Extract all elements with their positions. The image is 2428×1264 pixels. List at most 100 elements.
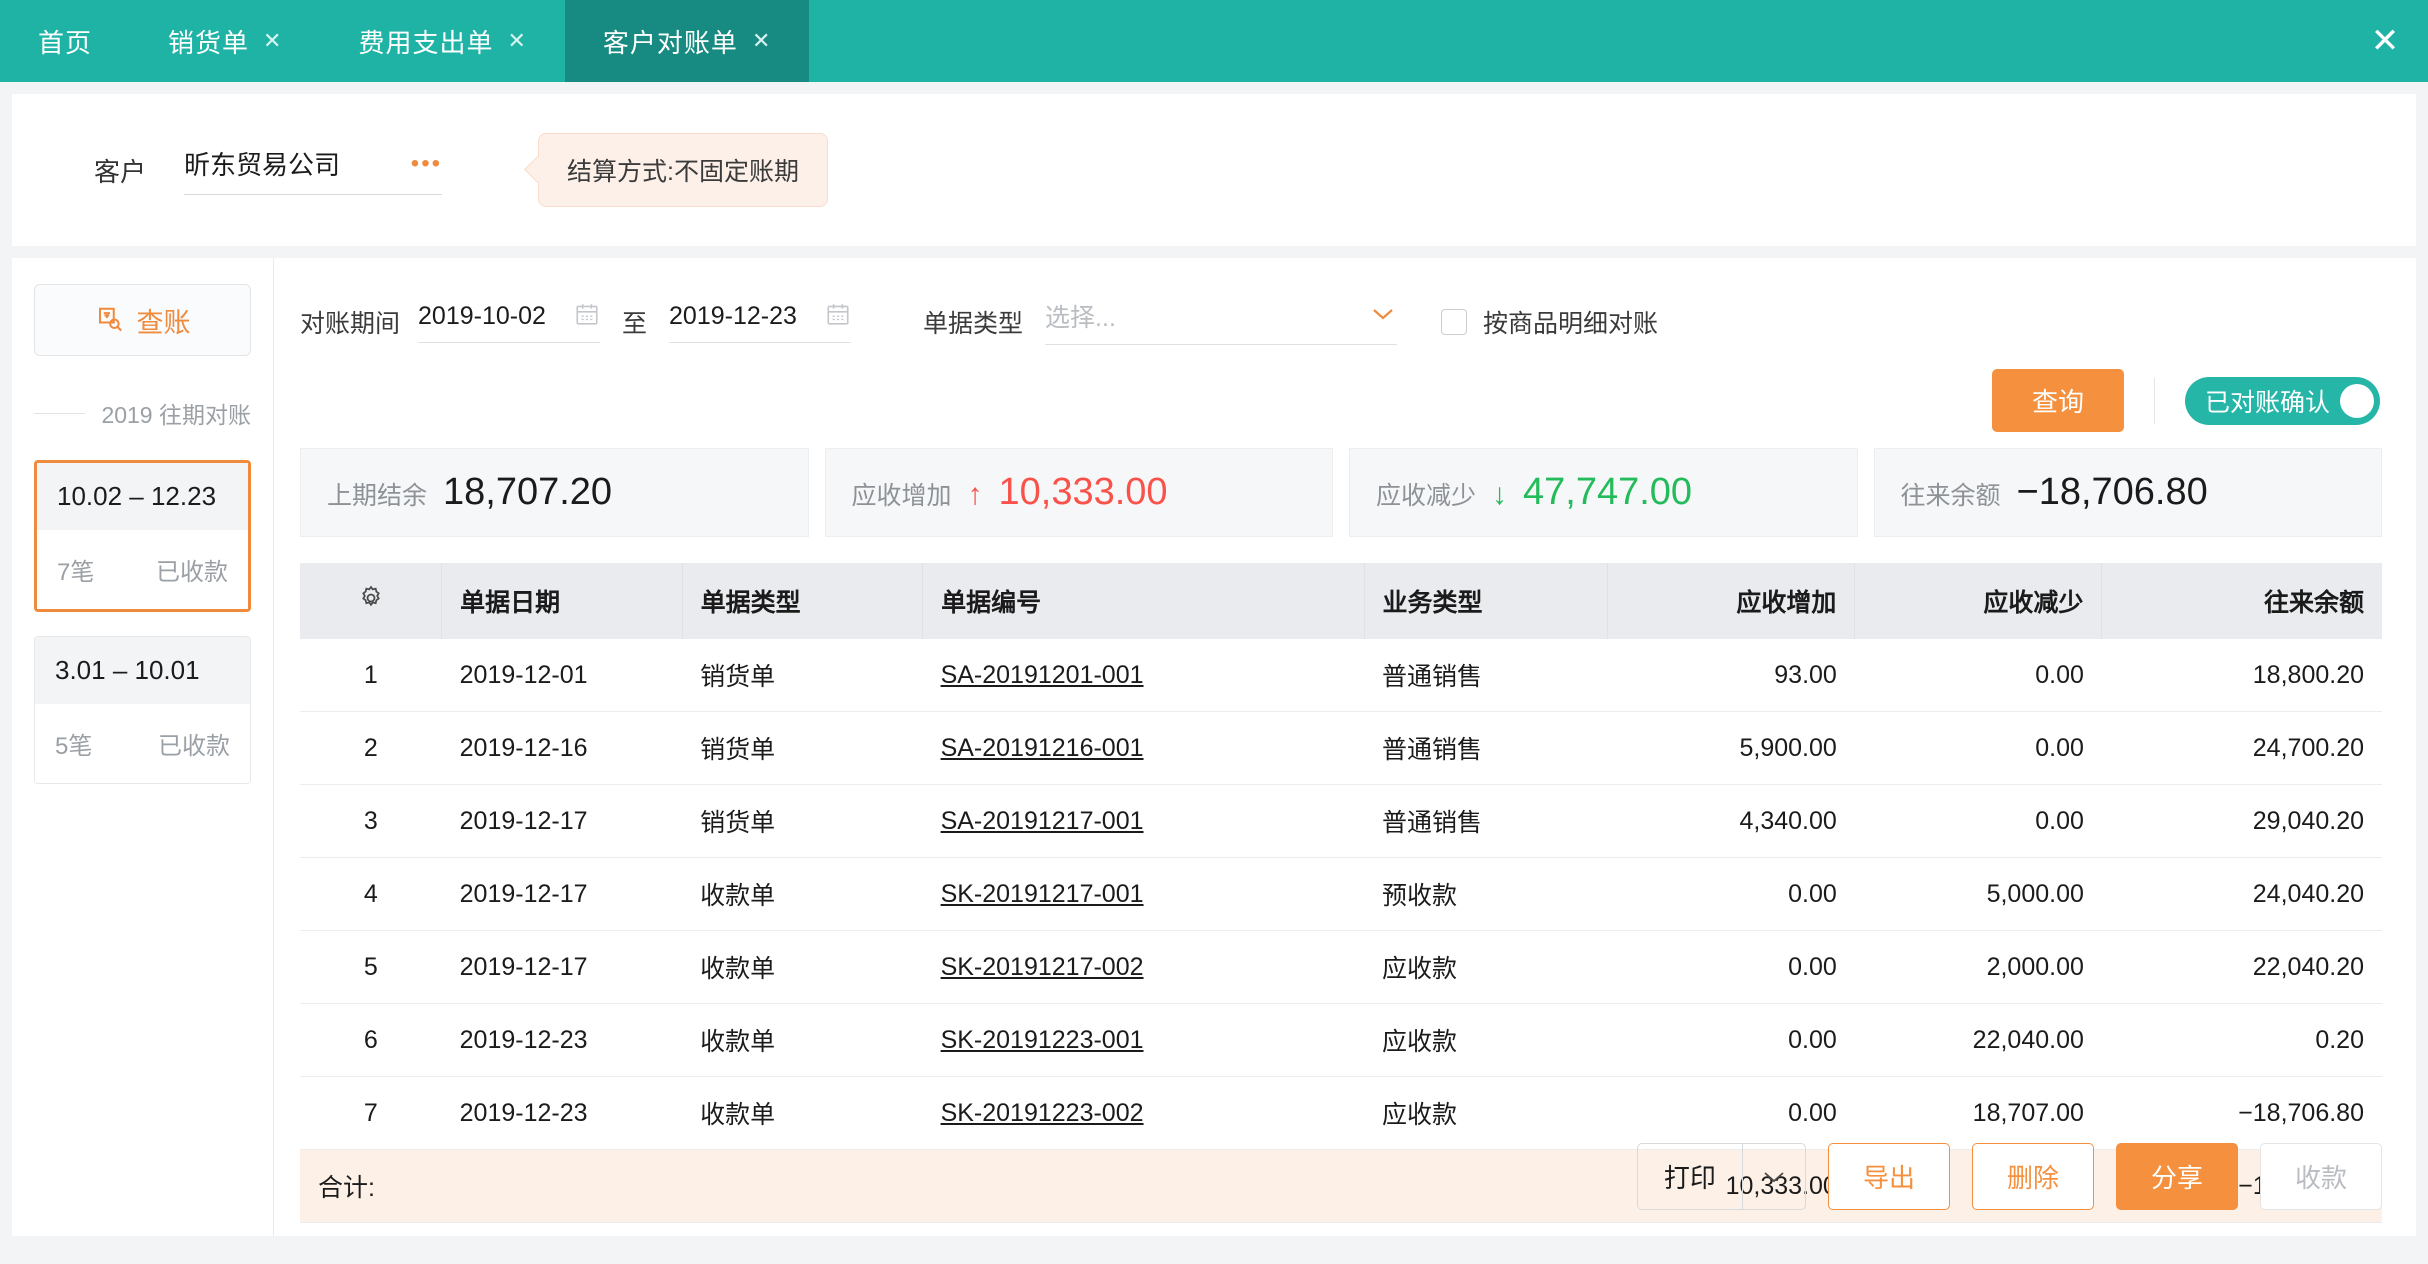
chevron-down-icon[interactable] xyxy=(1369,303,1397,329)
summary-label: 往来余额 xyxy=(1900,482,2001,510)
share-button[interactable]: 分享 xyxy=(2115,1143,2238,1210)
period-card-current[interactable]: 10.02 – 12.23 7笔 已收款 xyxy=(34,460,251,612)
period-status: 已收款 xyxy=(156,559,228,586)
period-status: 已收款 xyxy=(158,733,230,760)
reconciled-confirm-toggle[interactable]: 已对账确认 xyxy=(2184,376,2380,425)
export-button[interactable]: 导出 xyxy=(1827,1143,1950,1210)
row-doc-no[interactable]: SA-20191217-001 xyxy=(922,784,1364,858)
table-row[interactable]: 3 2019-12-17 销货单 SA-20191217-001 普通销售 4,… xyxy=(300,784,2382,858)
reconciled-confirm-label: 已对账确认 xyxy=(2204,388,2330,417)
row-doc-no[interactable]: SA-20191216-001 xyxy=(922,711,1364,785)
tab-customer-statement[interactable]: 客户对账单 ✕ xyxy=(564,0,810,82)
main-panel: 对账期间 2019-10-02 至 2019-12-23 xyxy=(274,258,2416,1236)
total-increase: 10,333.00 xyxy=(1607,1149,1855,1223)
column-header-doc-type[interactable]: 单据类型 xyxy=(682,563,924,639)
doc-type-label: 单据类型 xyxy=(923,309,1024,338)
column-header-decrease[interactable]: 应收减少 xyxy=(1854,563,2103,639)
detail-statement-checkbox[interactable]: 按商品明细对账 xyxy=(1441,304,1658,340)
row-doc-type: 销货单 xyxy=(682,784,923,858)
summary-value: 10,333.00 xyxy=(998,471,1168,513)
doc-link[interactable]: SA-20191216-001 xyxy=(940,733,1144,762)
period-count: 5笔 xyxy=(55,733,93,760)
doc-link[interactable]: SK-20191223-001 xyxy=(940,1025,1144,1054)
column-header-biz-type[interactable]: 业务类型 xyxy=(1364,563,1609,639)
summary-label: 上期结余 xyxy=(327,482,428,510)
print-button[interactable]: 打印 xyxy=(1663,1163,1716,1193)
table-row[interactable]: 4 2019-12-17 收款单 SK-20191217-001 预收款 0.0… xyxy=(300,857,2382,931)
column-header-balance[interactable]: 往来余额 xyxy=(2101,563,2382,639)
chevron-down-icon[interactable] xyxy=(1741,1144,1805,1209)
table-row[interactable]: 6 2019-12-23 收款单 SK-20191223-001 应收款 0.0… xyxy=(300,1003,2382,1077)
row-balance: 29,040.20 xyxy=(2101,784,2382,858)
row-doc-no[interactable]: SA-20191201-001 xyxy=(922,639,1364,712)
column-settings-cell[interactable] xyxy=(300,563,443,639)
more-options-icon[interactable]: ••• xyxy=(410,149,443,177)
tab-sales-order[interactable]: 销货单 ✕ xyxy=(130,0,320,82)
table-row[interactable]: 7 2019-12-23 收款单 SK-20191223-002 应收款 0.0… xyxy=(300,1076,2382,1150)
row-doc-no[interactable]: SK-20191217-001 xyxy=(922,857,1364,931)
statement-table: 单据日期 单据类型 单据编号 业务类型 应收增加 应收减少 往来余额 1 201… xyxy=(300,563,2382,1223)
calendar-icon[interactable] xyxy=(825,301,851,332)
doc-link[interactable]: SK-20191217-002 xyxy=(940,952,1144,981)
doc-link[interactable]: SK-20191223-002 xyxy=(940,1098,1144,1127)
window-close-icon[interactable]: ✕ xyxy=(2370,22,2400,60)
doc-link[interactable]: SK-20191217-001 xyxy=(940,879,1144,908)
row-doc-no[interactable]: SK-20191223-002 xyxy=(922,1076,1364,1150)
period-meta: 5笔 已收款 xyxy=(35,704,250,783)
doc-link[interactable]: SA-20191201-001 xyxy=(940,660,1144,689)
close-icon[interactable]: ✕ xyxy=(751,28,772,53)
tab-expense-order[interactable]: 费用支出单 ✕ xyxy=(320,0,564,82)
row-date: 2019-12-23 xyxy=(441,1076,683,1150)
column-header-doc-no[interactable]: 单据编号 xyxy=(922,563,1365,639)
delete-button[interactable]: 删除 xyxy=(1971,1143,2094,1210)
date-from-input[interactable]: 2019-10-02 xyxy=(418,301,601,343)
row-balance: 0.20 xyxy=(2101,1003,2382,1077)
toggle-knob[interactable] xyxy=(2340,383,2374,418)
table-row[interactable]: 1 2019-12-01 销货单 SA-20191201-001 普通销售 93… xyxy=(300,639,2382,712)
summary-label: 应收增加 xyxy=(851,482,952,510)
column-header-date[interactable]: 单据日期 xyxy=(441,563,683,639)
query-button[interactable]: 查询 xyxy=(1991,369,2124,432)
row-index: 1 xyxy=(300,639,442,712)
tab-label: 客户对账单 xyxy=(602,27,738,58)
arrow-down-icon: ↓ xyxy=(1492,478,1508,511)
period-meta: 7笔 已收款 xyxy=(37,530,248,609)
check-account-button[interactable]: 查账 xyxy=(34,284,251,356)
row-index: 3 xyxy=(300,784,442,858)
row-date: 2019-12-17 xyxy=(441,930,683,1004)
receive-payment-button[interactable]: 收款 xyxy=(2259,1143,2382,1210)
arrow-up-icon: ↑ xyxy=(967,478,983,511)
calendar-icon[interactable] xyxy=(574,301,600,332)
close-icon[interactable]: ✕ xyxy=(507,28,527,53)
settlement-badge: 结算方式:不固定账期 xyxy=(538,133,828,207)
date-from-value: 2019-10-02 xyxy=(418,301,546,330)
table-row[interactable]: 2 2019-12-16 销货单 SA-20191216-001 普通销售 5,… xyxy=(300,711,2382,785)
period-filter-label: 对账期间 xyxy=(300,309,401,338)
filter-bar: 对账期间 2019-10-02 至 2019-12-23 xyxy=(300,284,2382,351)
total-blank-doc-no xyxy=(922,1149,1364,1223)
doc-link[interactable]: SA-20191217-001 xyxy=(940,806,1144,835)
column-header-increase[interactable]: 应收增加 xyxy=(1607,563,1856,639)
row-decrease: 0.00 xyxy=(1854,784,2102,858)
row-index: 2 xyxy=(300,711,442,785)
summary-cards: 上期结余 18,707.20 应收增加 ↑ 10,333.00 应收减少 ↓ 4… xyxy=(300,448,2382,537)
row-increase: 0.00 xyxy=(1607,1076,1855,1150)
gear-icon[interactable] xyxy=(357,585,385,618)
summary-card-receivable-decrease: 应收减少 ↓ 47,747.00 xyxy=(1349,448,1858,537)
print-button-group[interactable]: 打印 xyxy=(1636,1143,1806,1210)
customer-select[interactable]: 昕东贸易公司 ••• xyxy=(184,145,443,195)
row-increase: 5,900.00 xyxy=(1607,711,1855,785)
period-card-previous[interactable]: 3.01 – 10.01 5笔 已收款 xyxy=(34,636,251,784)
checkbox-box[interactable] xyxy=(1441,308,1468,335)
divider-label: 2019 往期对账 xyxy=(101,402,251,428)
row-balance: −18,706.80 xyxy=(2101,1076,2382,1150)
tab-label: 首页 xyxy=(38,27,93,58)
row-doc-no[interactable]: SK-20191223-001 xyxy=(922,1003,1364,1077)
table-row[interactable]: 5 2019-12-17 收款单 SK-20191217-002 应收款 0.0… xyxy=(300,930,2382,1004)
doc-type-select[interactable]: 选择... xyxy=(1045,298,1398,345)
divider-line xyxy=(34,412,86,414)
close-icon[interactable]: ✕ xyxy=(263,28,283,53)
tab-home[interactable]: 首页 xyxy=(0,0,130,82)
date-to-input[interactable]: 2019-12-23 xyxy=(669,301,852,343)
row-doc-no[interactable]: SK-20191217-002 xyxy=(922,930,1364,1004)
